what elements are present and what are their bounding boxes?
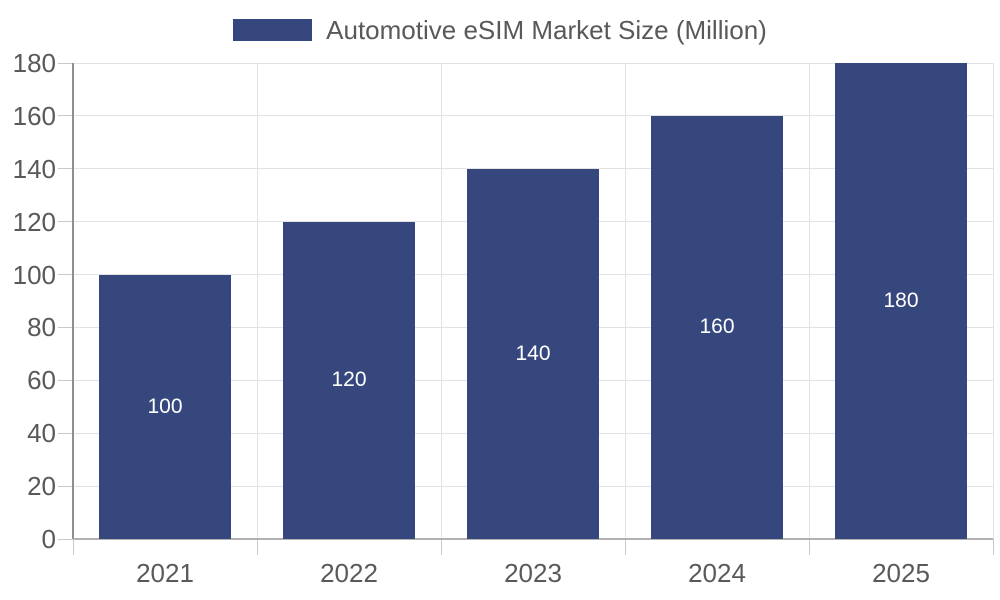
bar-value-label: 120 bbox=[331, 368, 367, 392]
y-axis-label: 20 bbox=[27, 471, 56, 502]
bar-value-label: 180 bbox=[883, 289, 919, 312]
legend-swatch bbox=[233, 19, 313, 41]
gridline-vertical bbox=[808, 63, 810, 539]
y-axis-tick bbox=[58, 221, 73, 223]
x-axis-tick bbox=[624, 539, 626, 555]
bar bbox=[835, 63, 967, 539]
y-axis-tick bbox=[58, 485, 73, 487]
bar-value-label: 160 bbox=[699, 315, 735, 339]
legend-title: Automotive eSIM Market Size (Million) bbox=[326, 15, 767, 45]
bar bbox=[99, 274, 231, 539]
y-axis-tick bbox=[58, 115, 73, 117]
y-axis-label: 180 bbox=[12, 48, 56, 78]
gridline-vertical bbox=[624, 63, 626, 539]
gridline-vertical bbox=[440, 63, 442, 539]
x-axis-tick bbox=[808, 539, 810, 555]
x-axis-label: 2021 bbox=[136, 558, 194, 588]
x-axis-tick bbox=[992, 539, 994, 555]
bar bbox=[467, 168, 599, 539]
x-axis-tick bbox=[256, 539, 258, 555]
y-axis-label: 160 bbox=[12, 100, 56, 131]
y-axis-label: 60 bbox=[27, 365, 56, 396]
gridline-horizontal bbox=[73, 62, 993, 64]
legend: Automotive eSIM Market Size (Million) bbox=[0, 16, 1000, 44]
y-axis-tick bbox=[58, 274, 73, 276]
y-axis-label: 0 bbox=[41, 524, 56, 554]
bar bbox=[651, 115, 783, 539]
y-axis-label: 80 bbox=[27, 312, 56, 343]
y-axis-line bbox=[72, 63, 74, 539]
y-axis-label: 140 bbox=[12, 153, 56, 184]
x-axis-label: 2025 bbox=[872, 558, 930, 588]
y-axis-tick bbox=[58, 326, 73, 328]
x-axis-tick bbox=[72, 539, 74, 555]
x-axis-line bbox=[73, 538, 993, 540]
y-axis-tick bbox=[58, 168, 73, 170]
bar-value-label: 100 bbox=[147, 394, 183, 418]
y-axis-tick bbox=[58, 538, 73, 540]
x-axis-tick bbox=[440, 539, 442, 555]
y-axis-label: 120 bbox=[12, 206, 56, 237]
y-axis-tick bbox=[58, 62, 73, 64]
y-axis-label: 100 bbox=[12, 259, 56, 290]
x-axis-label: 2024 bbox=[688, 558, 746, 588]
x-axis-label: 2023 bbox=[504, 558, 562, 588]
x-axis-label: 2022 bbox=[320, 558, 378, 588]
y-axis-label: 40 bbox=[27, 418, 56, 449]
gridline-vertical bbox=[256, 63, 258, 539]
gridline-vertical bbox=[992, 63, 994, 539]
y-axis-tick bbox=[58, 379, 73, 381]
bar-value-label: 140 bbox=[515, 341, 551, 365]
gridline-horizontal bbox=[73, 115, 993, 117]
bar bbox=[283, 221, 415, 539]
y-axis-tick bbox=[58, 432, 73, 434]
